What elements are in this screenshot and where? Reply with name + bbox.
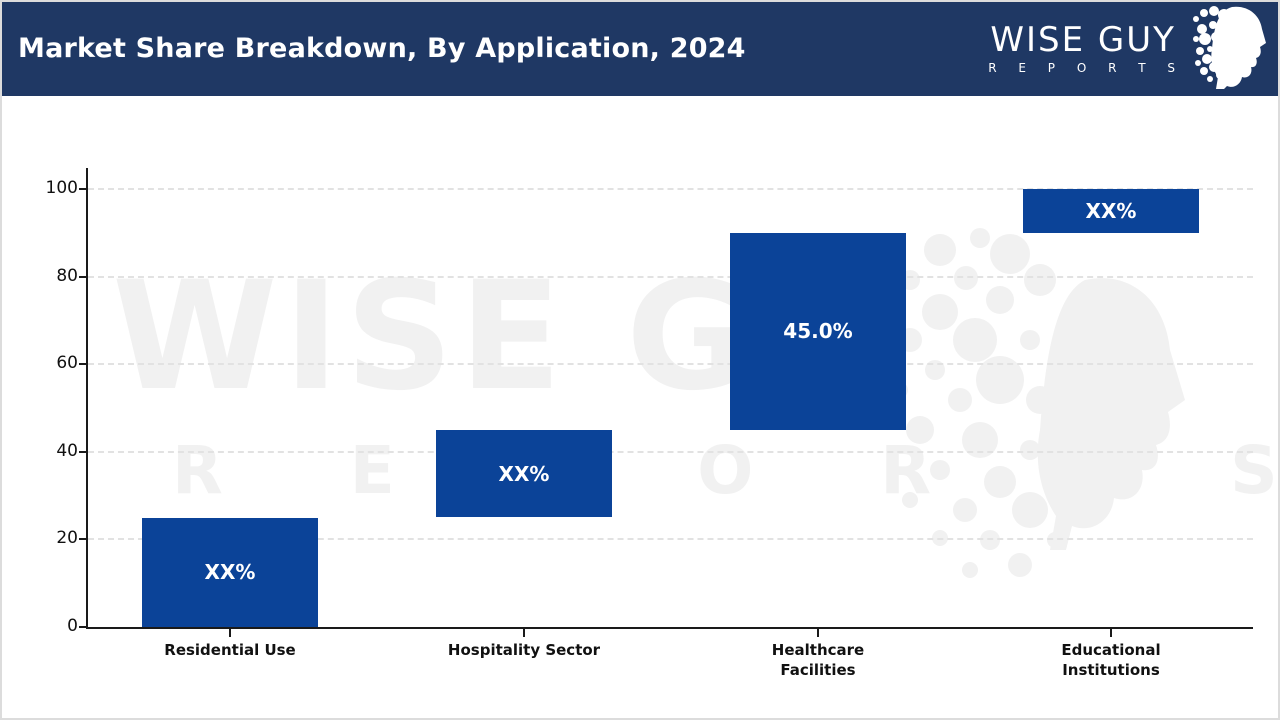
x-tick-1	[523, 629, 525, 637]
x-axis-line	[86, 627, 1253, 629]
x-tick-0	[229, 629, 231, 637]
brand-logo-text: WISE GUY R E P O R T S	[982, 23, 1184, 74]
bar-3: XX%	[1023, 189, 1199, 233]
y-tick-label-60: 60	[56, 353, 78, 374]
gridline-y-60	[88, 363, 1253, 366]
bar-value-label-3: XX%	[1085, 198, 1137, 223]
chart-title: Market Share Breakdown, By Application, …	[18, 32, 746, 64]
brand-logo-wordmark: WISE GUY	[990, 19, 1176, 60]
y-tick-60	[79, 363, 86, 366]
bar-value-label-0: XX%	[204, 560, 256, 585]
bar-value-label-2: 45.0%	[783, 319, 853, 344]
brand-logo-head-icon	[1193, 6, 1266, 90]
x-category-label-0: Residential Use	[164, 641, 296, 659]
header-bar: Market Share Breakdown, By Application, …	[0, 0, 1280, 96]
gridline-y-100	[88, 188, 1253, 190]
x-tick-3	[1110, 629, 1112, 637]
y-tick-20	[79, 538, 86, 541]
y-tick-label-20: 20	[56, 528, 78, 549]
brand-logo: WISE GUY R E P O R T S	[982, 5, 1266, 91]
gridline-y-40	[88, 450, 1253, 453]
x-category-label-2: Healthcare Facilities	[771, 641, 865, 680]
bar-value-label-1: XX%	[498, 461, 550, 486]
gridline-y-20	[88, 538, 1253, 541]
y-tick-80	[79, 275, 86, 278]
x-tick-2	[817, 629, 819, 637]
bar-0: XX%	[142, 517, 318, 627]
bar-2: 45.0%	[730, 232, 906, 430]
y-tick-0	[79, 626, 86, 628]
y-tick-40	[79, 450, 86, 453]
gridline-y-80	[88, 275, 1253, 278]
y-axis-line	[86, 168, 88, 629]
x-category-label-3: Educational Institutions	[1061, 641, 1161, 680]
x-category-label-1: Hospitality Sector	[447, 641, 601, 659]
bar-1: XX%	[436, 429, 612, 518]
y-tick-100	[79, 188, 86, 190]
y-tick-label-80: 80	[56, 265, 78, 286]
brand-logo-subtext: R E P O R T S	[988, 60, 1184, 75]
y-tick-label-100: 100	[45, 178, 78, 198]
y-tick-label-0: 0	[67, 616, 78, 636]
y-tick-label-40: 40	[56, 440, 78, 461]
